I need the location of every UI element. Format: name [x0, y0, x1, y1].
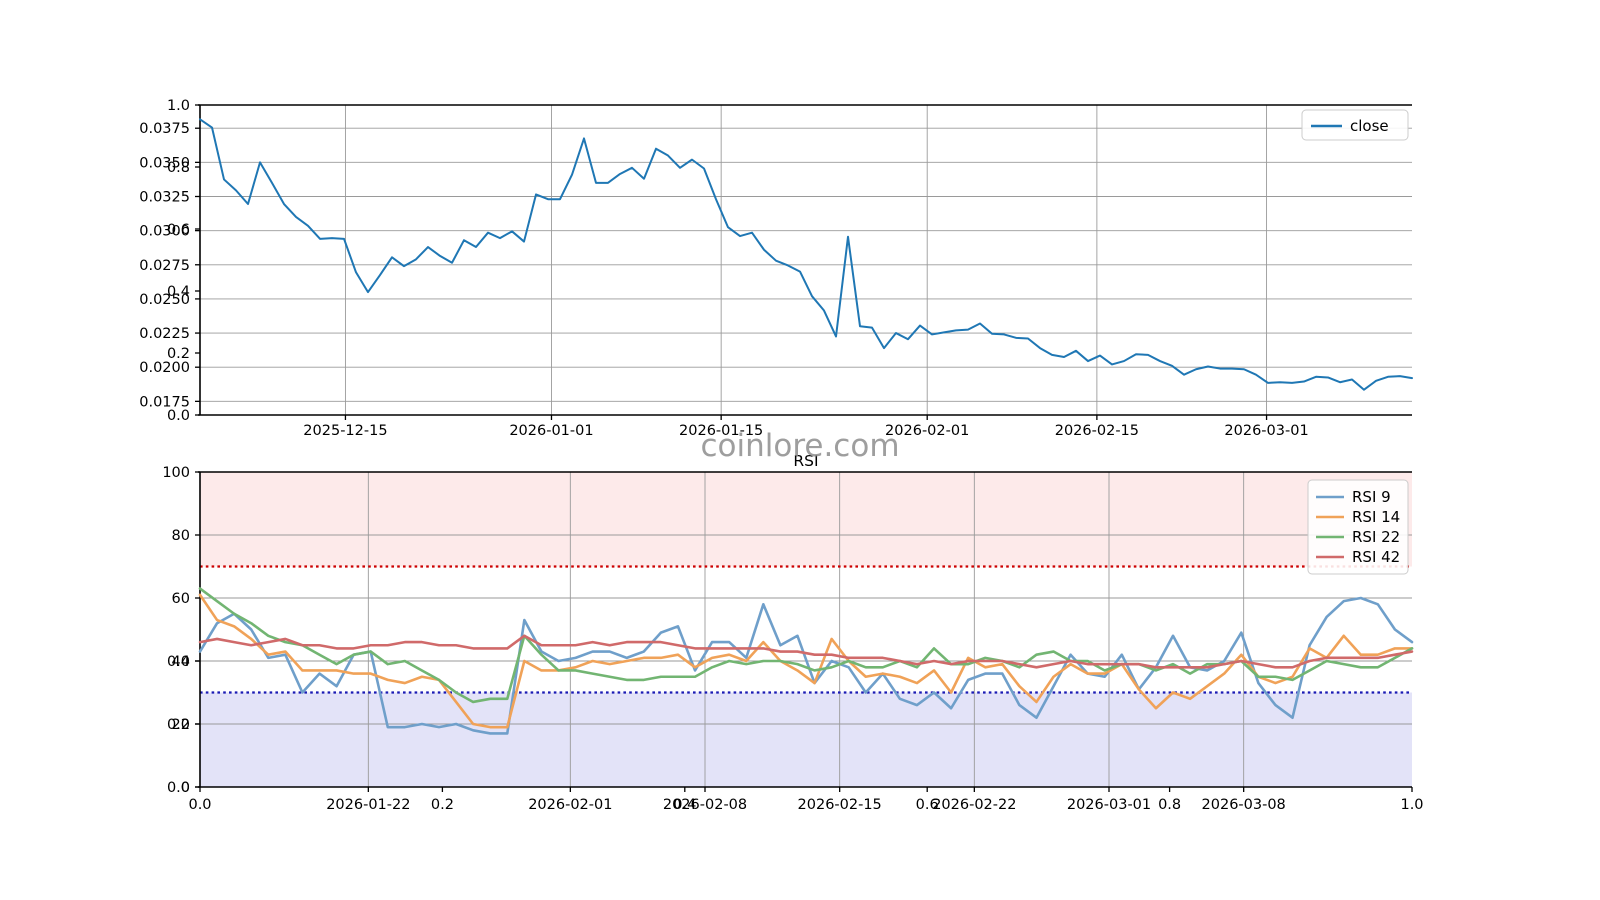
rsi-series-rsi-14 [198, 593, 1414, 729]
rsi-legend-label: RSI 42 [1352, 548, 1400, 566]
rsi-ytick-label: 20 [172, 717, 190, 733]
price-ytick-label: 0.0300 [139, 224, 190, 240]
price-overlay-ytick-label: 0.6 [167, 222, 190, 238]
price-series-close [199, 118, 1413, 391]
price-ytick-label: 0.0350 [139, 155, 190, 171]
price-xtick-label: 2026-01-01 [509, 423, 593, 439]
rsi-band-overbought [200, 472, 1412, 567]
rsi-legend-label: RSI 9 [1352, 488, 1391, 506]
price-ytick-label: 0.0375 [139, 121, 190, 137]
rsi-ytick-label: 40 [172, 654, 190, 670]
price-xtick-label: 2026-01-15 [679, 423, 763, 439]
rsi-band-oversold [200, 692, 1412, 787]
coinlore-watermark: coinlore.com [700, 428, 899, 464]
price-ytick-label: 0.0225 [139, 326, 190, 342]
rsi-legend-label: RSI 22 [1352, 528, 1400, 546]
price-overlay-ytick-label: 0.8 [167, 160, 190, 176]
rsi-ytick-label: 80 [172, 528, 190, 544]
rsi-series-rsi-22 [198, 587, 1414, 704]
price-overlay-ytick-label: 0.2 [167, 346, 190, 362]
rsi-ytick-label: 0 [181, 780, 190, 796]
price-overlay-ytick-label: 0.0 [167, 408, 190, 424]
rsi-legend-label: RSI 14 [1352, 508, 1400, 526]
rsi-overlay-ytick-label: 0.4 [167, 654, 190, 670]
rsi-overlay-ytick-label: 0.0 [167, 780, 190, 796]
rsi-overlay-ytick-label: 0.2 [167, 717, 190, 733]
price-ytick-label: 0.0175 [139, 394, 190, 410]
rsi-panel: RSI 0 20 40 60 80 100 0.0 0.2 0.4 2026-01-22 2026-0… [162, 452, 1423, 813]
rsi-ytick-label: 100 [162, 465, 190, 481]
price-ytick-label: 0.0200 [139, 360, 190, 376]
rsi-xtick-label: 2026-02-15 [798, 797, 882, 813]
rsi-overlay-xtick-label: 1.0 [1400, 797, 1423, 813]
price-xtick-label: 2026-03-01 [1224, 423, 1308, 439]
price-legend-label: close [1350, 117, 1389, 135]
rsi-overlay-xtick-label: 0.8 [1158, 797, 1181, 813]
rsi-overlay-xtick-label: 0.4 [673, 797, 696, 813]
rsi-panel-title: RSI [793, 452, 818, 470]
price-overlay-ytick-label: 0.4 [167, 284, 190, 300]
price-xtick-label: 2026-02-15 [1055, 423, 1139, 439]
price-xtick-label: 2026-02-01 [885, 423, 969, 439]
rsi-xtick-label: 2026-01-22 [326, 797, 410, 813]
rsi-overlay-xtick-label: 0.6 [916, 797, 939, 813]
price-panel: 0.0175 0.0200 0.0225 0.0250 0.0275 0.0300 0.03… [139, 98, 1413, 439]
price-ytick-label: 0.0325 [139, 189, 190, 205]
rsi-series-rsi-42 [198, 634, 1414, 669]
rsi-xtick-label: 2026-02-08 [663, 797, 747, 813]
price-ytick-label: 0.0275 [139, 258, 190, 274]
rsi-overlay-xtick-label: 0.2 [431, 797, 454, 813]
price-ytick-label: 0.0250 [139, 292, 190, 308]
rsi-legend [1307, 479, 1409, 575]
price-xtick-label: 2025-12-15 [303, 423, 387, 439]
rsi-xtick-label: 2026-03-08 [1202, 797, 1286, 813]
rsi-xtick-label: 2026-02-22 [932, 797, 1016, 813]
rsi-overlay-xtick-label: 0.0 [188, 797, 211, 813]
rsi-xtick-label: 2026-03-01 [1067, 797, 1151, 813]
rsi-ytick-label: 60 [172, 591, 190, 607]
price-legend [1301, 109, 1409, 141]
rsi-series-rsi-9 [198, 596, 1414, 735]
price-overlay-ytick-label: 1.0 [167, 98, 190, 114]
rsi-xtick-label: 2026-02-01 [528, 797, 612, 813]
